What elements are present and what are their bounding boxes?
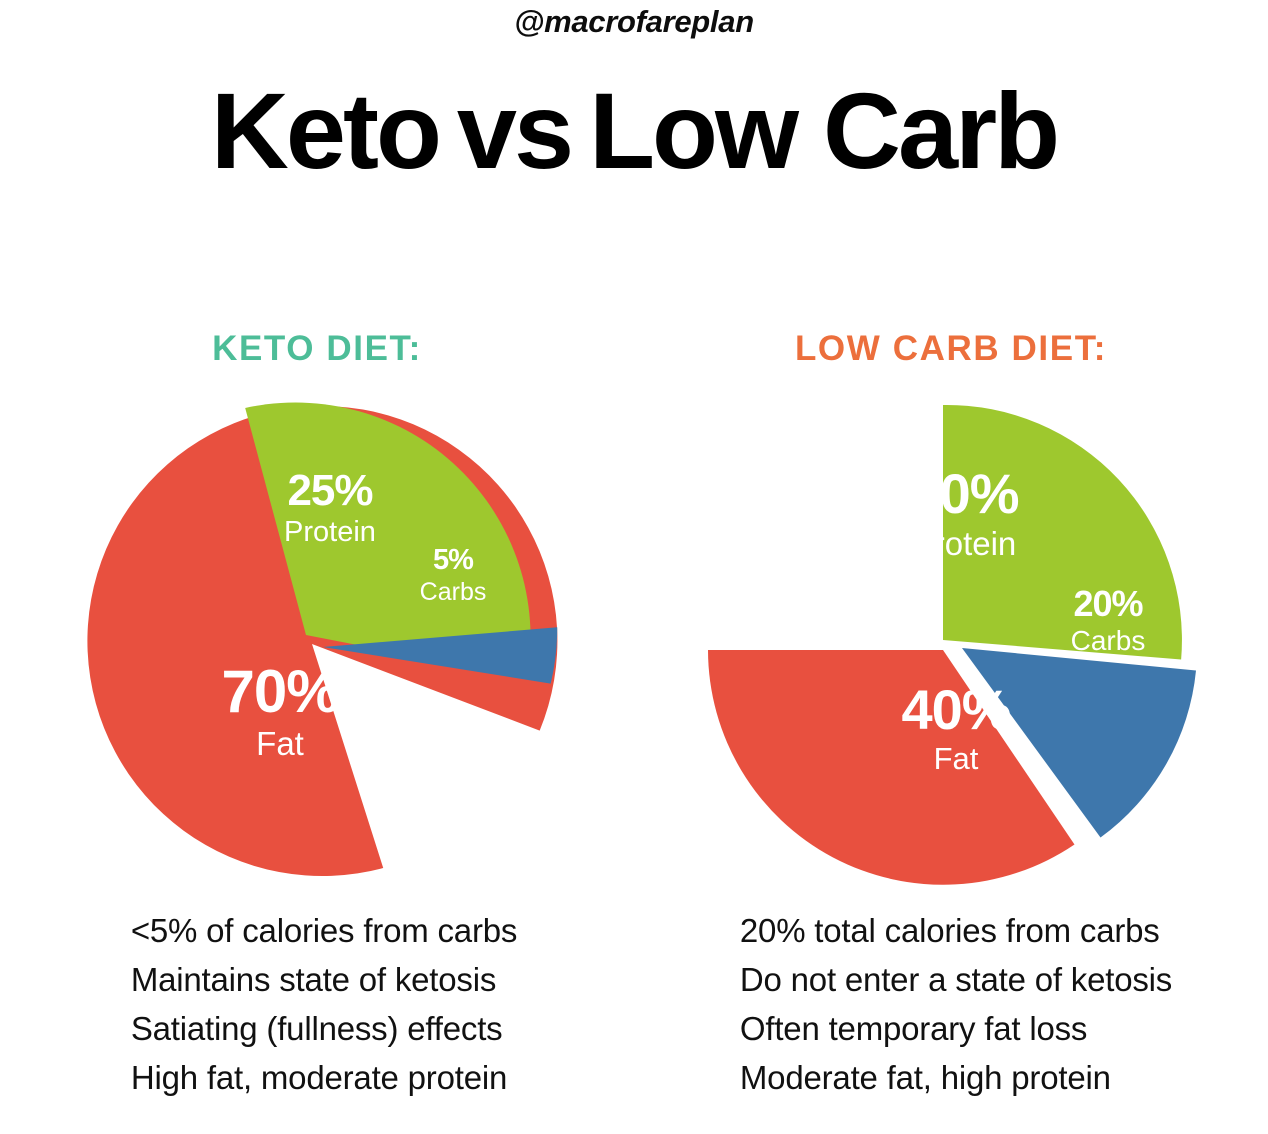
list-item: <5% of calories from carbs xyxy=(130,912,518,949)
list-item: High fat, moderate protein xyxy=(130,1059,508,1096)
list-item: 20% total calories from carbs xyxy=(739,912,1160,949)
keto-heading: KETO DIET: xyxy=(212,329,422,368)
page-title: Keto vs Low Carb xyxy=(0,68,1268,193)
comparison-columns: KETO DIET: 25% Protein 5% Carbs 70% Fat xyxy=(0,326,1268,1118)
title-lowcarb-text: Low Carb xyxy=(589,70,1060,191)
title-word-lowcarb: Low Carb xyxy=(583,74,1064,187)
list-item: Satiating (fullness) effects xyxy=(130,1010,503,1047)
list-item: Do not enter a state of ketosis xyxy=(739,961,1173,998)
lowcarb-heading: LOW CARB DIET: xyxy=(794,329,1108,368)
list-item: Maintains state of ketosis xyxy=(130,961,497,998)
keto-slice-carbs xyxy=(323,627,558,684)
keto-pie-chart: 25% Protein 5% Carbs 70% Fat xyxy=(62,394,572,894)
account-handle: @macrofareplan xyxy=(514,4,754,39)
lowcarb-facts-list: 20% total calories from carbs Do not ent… xyxy=(740,906,1172,1102)
keto-pie-svg xyxy=(87,402,558,877)
lowcarb-pie-chart: 40% Protein 20% Carbs 40% Fat xyxy=(696,394,1206,894)
keto-slice-protein xyxy=(245,402,531,678)
lowcarb-slice-protein xyxy=(943,404,1182,660)
title-keto-text: Keto xyxy=(210,70,442,191)
keto-facts-list: <5% of calories from carbs Maintains sta… xyxy=(130,906,518,1102)
list-item: Moderate fat, high protein xyxy=(739,1059,1111,1096)
lowcarb-column: LOW CARB DIET: 40% Protein 20% Carbs 40%… xyxy=(634,326,1268,1118)
list-item: Often temporary fat loss xyxy=(739,1010,1088,1047)
lowcarb-pie-svg xyxy=(708,404,1196,885)
lowcarb-slice-carbs xyxy=(962,648,1196,838)
title-word-keto: Keto xyxy=(204,74,445,187)
keto-column: KETO DIET: 25% Protein 5% Carbs 70% Fat xyxy=(0,326,634,1118)
title-connector: vs xyxy=(456,70,574,191)
lowcarb-slice-fat xyxy=(708,650,1075,885)
